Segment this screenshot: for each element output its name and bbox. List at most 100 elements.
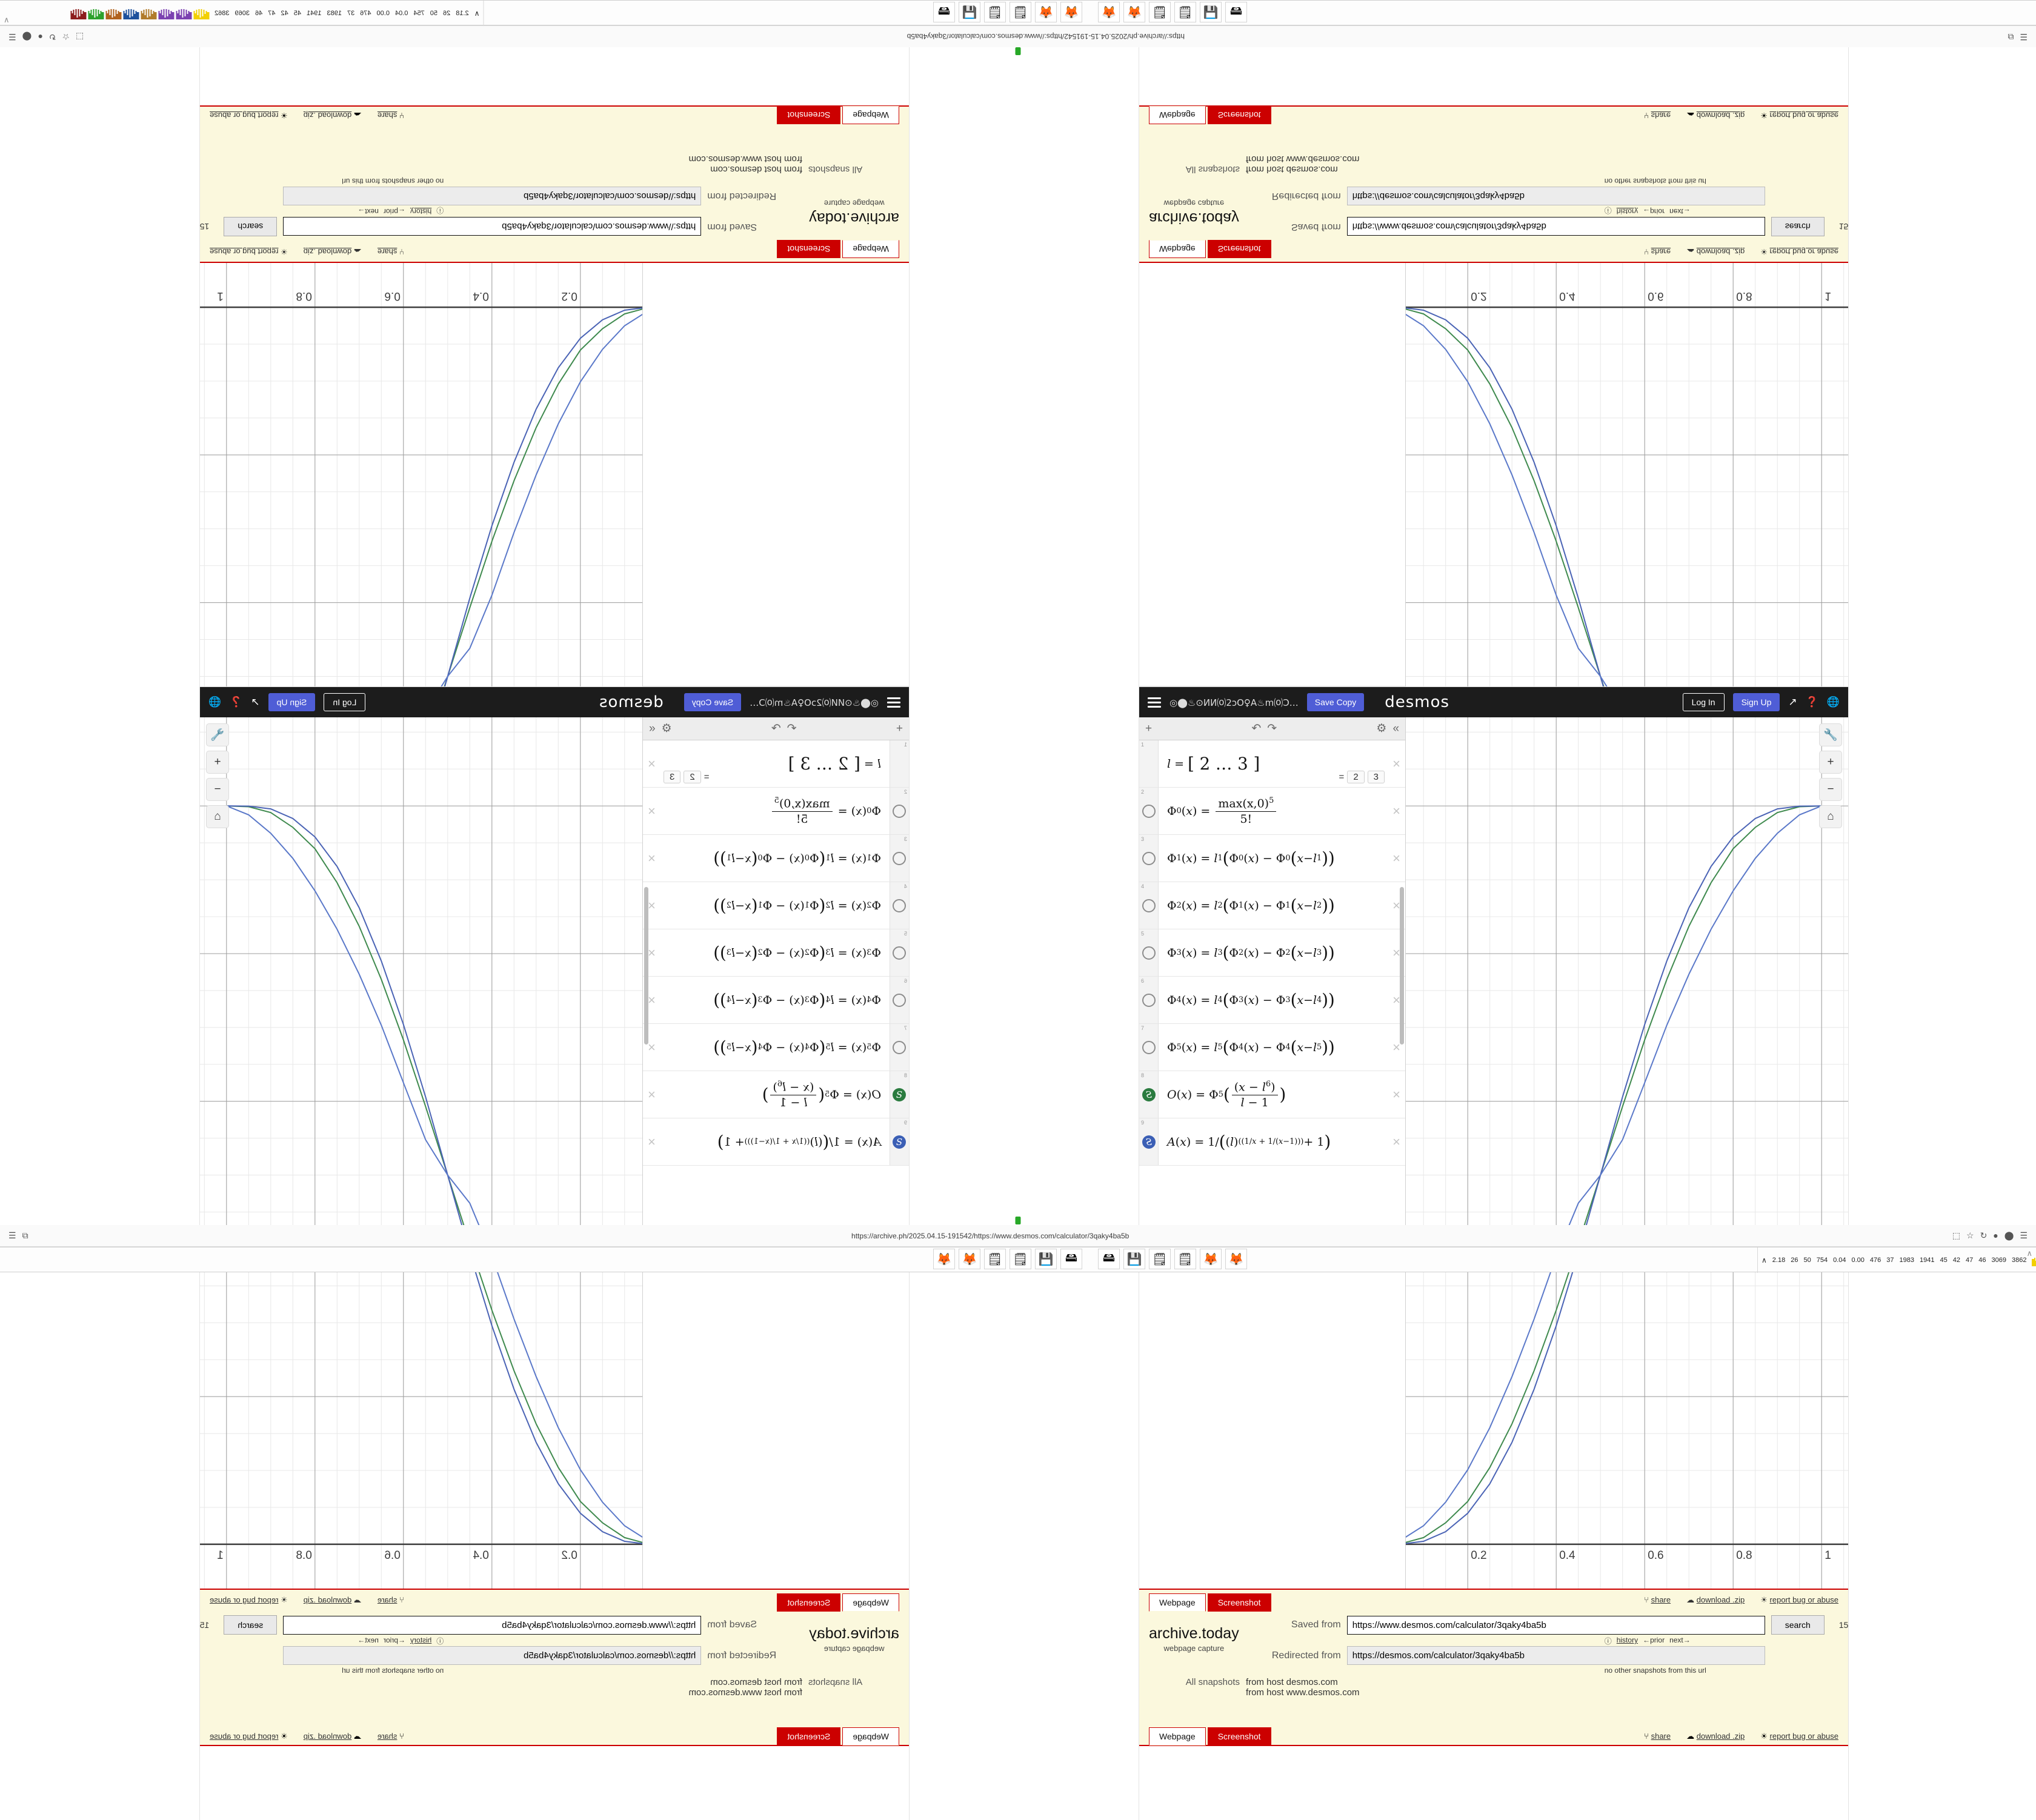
download-zip-link-bottom[interactable]: ☁ download .zip — [304, 110, 362, 120]
saved-from-input[interactable] — [283, 218, 701, 236]
tab-screenshot[interactable]: Screenshot — [1208, 240, 1271, 258]
share-link-bottom[interactable]: ⑂ share — [378, 1732, 404, 1741]
expression-marker-cell[interactable]: 7 — [1139, 1024, 1159, 1071]
plot-toggle-green[interactable] — [1142, 1088, 1156, 1101]
share-link[interactable]: ⑂ share — [1644, 1595, 1671, 1605]
delete-expression-icon[interactable]: × — [1392, 1134, 1400, 1150]
wrench-icon[interactable]: 🔧 — [1819, 723, 1842, 746]
account-icon[interactable]: ⬤ — [22, 32, 32, 42]
reader-icon[interactable]: ⬚ — [1952, 1230, 1960, 1241]
taskbar-button-text-editor-window-1[interactable]: 🗒 — [1149, 2, 1171, 22]
taskbar-button-text-editor-window-2[interactable]: 🗒 — [1174, 2, 1196, 22]
taskbar-button-terminal-window-1[interactable]: 🖴 — [1060, 1249, 1082, 1269]
home-button[interactable]: ⌂ — [1819, 805, 1842, 828]
reload-icon[interactable]: ↻ — [1980, 1230, 1988, 1241]
hamburger-menu-icon[interactable] — [1148, 697, 1161, 708]
taskbar-button-text-editor-window-1[interactable]: 🗒 — [1010, 2, 1031, 22]
delete-expression-icon[interactable]: × — [1392, 1087, 1400, 1103]
redo-button[interactable]: ↷ — [771, 722, 781, 736]
taskbar-top[interactable]: 🖴💾🗒🗒🦊🦊🦊🦊🗒🗒💾🖴 — [933, 2, 1247, 22]
taskbar-button-firefox-window-1[interactable]: 🦊 — [1098, 2, 1120, 22]
download-zip-link[interactable]: ☁ download .zip — [304, 247, 362, 256]
plot-toggle-green[interactable] — [893, 1088, 907, 1101]
share-link-label-bottom[interactable]: share — [1651, 111, 1671, 120]
save-copy-button[interactable]: Save Copy — [1307, 693, 1364, 711]
delete-expression-icon[interactable]: × — [648, 898, 656, 914]
download-zip-link-label[interactable]: download .zip — [304, 247, 352, 256]
report-bug-link-bottom[interactable]: ☀ report bug or abuse — [1760, 110, 1838, 120]
archive-bottom-links[interactable]: ⑂ share☁ download .zip☀ report bug or ab… — [210, 110, 404, 120]
tab-screenshot[interactable]: Screenshot — [777, 1593, 840, 1612]
hamburger-menu-icon[interactable] — [887, 697, 900, 708]
delete-expression-icon[interactable]: × — [1392, 851, 1400, 866]
plot-toggle-circle[interactable] — [1142, 946, 1156, 960]
add-expression-button[interactable]: + — [1145, 722, 1152, 736]
download-zip-link-label-bottom[interactable]: download .zip — [304, 111, 352, 120]
taskbar-button-save-window-1[interactable]: 💾 — [959, 2, 980, 22]
redo-button[interactable]: ↷ — [1267, 722, 1277, 736]
report-bug-link-label[interactable]: report bug or abuse — [210, 247, 278, 256]
taskbar-button-firefox-window-2[interactable]: 🦊 — [1035, 2, 1057, 22]
share-link-label[interactable]: share — [1651, 247, 1671, 256]
delete-expression-icon[interactable]: × — [648, 756, 656, 772]
share-link-label[interactable]: share — [378, 1595, 398, 1604]
expression-scrollbar[interactable] — [1400, 887, 1404, 1045]
taskbar-button-text-editor-window-2[interactable]: 🗒 — [984, 2, 1006, 22]
taskbar-button-save-window-1[interactable]: 💾 — [1035, 1249, 1057, 1269]
delete-expression-icon[interactable]: × — [1392, 803, 1400, 819]
zoom-controls[interactable]: 🔧+−⌂ — [1819, 723, 1842, 828]
expression-marker-cell[interactable]: 8 — [890, 1071, 909, 1118]
tab-screenshot[interactable]: Screenshot — [1208, 1593, 1271, 1612]
expression-math[interactable]: A(x) = 1/(( l )((1/x + 1/(x−1))) + 1) — [643, 1118, 890, 1165]
taskbar-button-text-editor-window-2[interactable]: 🗒 — [1010, 1249, 1031, 1269]
tab-screenshot[interactable]: Screenshot — [777, 240, 840, 258]
report-bug-link-label-bottom[interactable]: report bug or abuse — [1770, 1732, 1838, 1741]
tab-webpage-bottom[interactable]: Webpage — [842, 106, 899, 124]
taskbar-button-terminal-window-1[interactable]: 🖴 — [933, 2, 955, 22]
taskbar-button-save-window-1[interactable]: 💾 — [1123, 1249, 1145, 1269]
search-button[interactable]: search — [224, 217, 277, 236]
next-link[interactable]: next→ — [358, 1636, 379, 1646]
plot-toggle-circle[interactable] — [893, 899, 907, 912]
tab-screenshot-bottom[interactable]: Screenshot — [1208, 106, 1271, 124]
report-bug-link-bottom[interactable]: ☀ report bug or abuse — [210, 110, 288, 120]
sign-up-button[interactable]: Sign Up — [268, 693, 316, 711]
expression-math[interactable]: A(x) = 1/(( l )((1/x + 1/(x−1))) + 1) — [1159, 1118, 1405, 1165]
history-link[interactable]: history — [410, 1636, 431, 1646]
expression-marker-cell[interactable]: 9 — [890, 1118, 909, 1165]
help-icon[interactable]: ❓ — [230, 696, 242, 708]
saved-from-input[interactable] — [1347, 1616, 1765, 1635]
collapse-panel-button[interactable]: « — [1392, 722, 1399, 736]
share-link[interactable]: ⑂ share — [378, 1595, 404, 1605]
download-zip-link[interactable]: ☁ download .zip — [1686, 1595, 1745, 1605]
account-icon[interactable]: ⬤ — [2004, 1230, 2014, 1241]
expression-marker-cell[interactable]: 6 — [890, 977, 909, 1023]
saved-from-input[interactable] — [1347, 218, 1765, 236]
taskbar-button-text-editor-window-1[interactable]: 🗒 — [984, 1249, 1006, 1269]
library-icon[interactable]: ⧉ — [2008, 32, 2014, 42]
share-link-bottom[interactable]: ⑂ share — [1644, 1732, 1671, 1741]
tab-screenshot-bottom[interactable]: Screenshot — [1208, 1727, 1271, 1745]
search-button[interactable]: search — [1771, 217, 1825, 236]
tab-strip-bottom[interactable] — [0, 1217, 2036, 1225]
undo-button[interactable]: ↶ — [787, 722, 797, 736]
shield-icon[interactable]: ● — [1993, 1230, 1998, 1241]
delete-expression-icon[interactable]: × — [648, 1040, 656, 1055]
prior-link[interactable]: ←prior — [1643, 1636, 1665, 1646]
tab-webpage-bottom[interactable]: Webpage — [1149, 106, 1206, 124]
download-zip-link-bottom[interactable]: ☁ download .zip — [1686, 110, 1745, 120]
plot-toggle-circle[interactable] — [893, 946, 907, 960]
prior-link[interactable]: ←prior — [384, 1636, 405, 1646]
archive-bottom-links[interactable]: ⑂ share☁ download .zip☀ report bug or ab… — [1644, 110, 1838, 120]
